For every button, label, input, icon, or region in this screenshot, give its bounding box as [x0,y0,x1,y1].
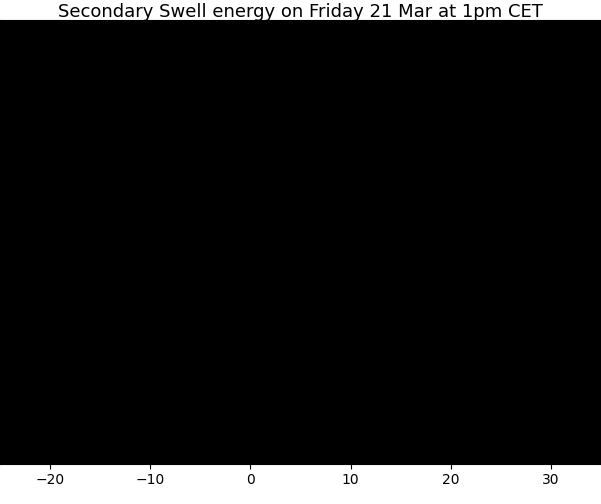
Text: Arrows show the wind wave direction: Arrows show the wind wave direction [184,26,417,39]
Text: Secondary Swell energy on Friday 21 Mar at 1pm CET: Secondary Swell energy on Friday 21 Mar … [58,3,543,21]
